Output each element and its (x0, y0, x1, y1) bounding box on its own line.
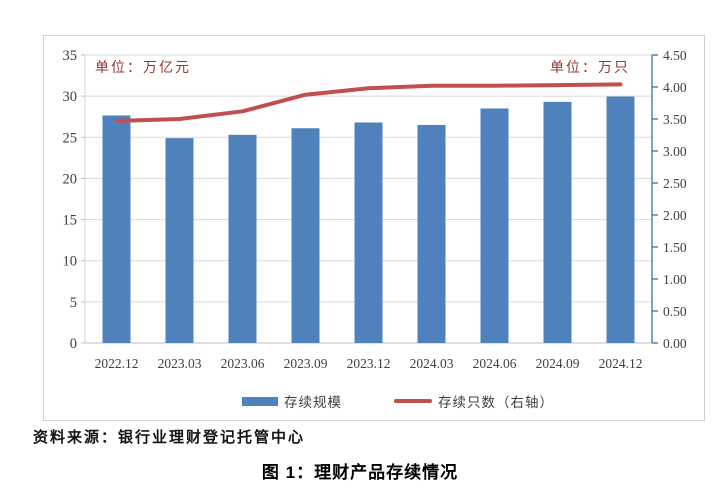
left-axis-tick-label: 20 (63, 171, 78, 187)
left-axis-tick-label: 0 (70, 336, 77, 352)
left-axis-tick-label: 5 (70, 295, 77, 311)
x-axis-label: 2023.03 (158, 356, 202, 371)
bar-2024.12 (606, 96, 635, 343)
bar-2023.12 (354, 122, 383, 343)
chart-area: 0 5 10 15 20 25 30 35 0.00 0.50 1.00 1.50 2.00 2.50 3.… (43, 35, 705, 421)
line-series-swatch-icon (394, 399, 432, 403)
left-axis-tick-label: 10 (63, 254, 78, 270)
right-axis-tick-label: 1.50 (663, 240, 687, 255)
x-axis-label: 2024.12 (599, 356, 643, 371)
x-axis-label: 2022.12 (95, 356, 139, 371)
left-axis-tick-label: 30 (63, 89, 78, 105)
x-axis-label: 2024.03 (410, 356, 454, 371)
right-axis-tick-label: 4.00 (663, 80, 687, 95)
bar-2023.03 (165, 138, 194, 343)
x-axis-label: 2023.06 (221, 356, 265, 371)
x-axis-label: 2024.09 (536, 356, 580, 371)
right-axis-tick-label: 2.50 (663, 176, 687, 191)
figure-caption: 图 1：理财产品存续情况 (261, 463, 459, 482)
x-axis-label: 2023.09 (284, 356, 328, 371)
left-axis-unit-label: 单位：万亿元 (95, 61, 191, 76)
right-axis-tick-label: 4.50 (663, 48, 687, 63)
legend-item-bar-series: 存续规模 (242, 391, 342, 411)
left-axis-tick-label: 35 (63, 48, 78, 64)
right-axis-tick-label: 0.50 (663, 304, 687, 319)
bar-2023.09 (291, 128, 320, 343)
left-axis-tick-label: 15 (63, 213, 78, 229)
source-note: 资料来源：银行业理财登记托管中心 (33, 430, 306, 446)
bar-2024.09 (543, 101, 572, 343)
x-axis-label: 2024.06 (473, 356, 517, 371)
right-axis-unit-label: 单位：万只 (550, 61, 630, 76)
bar-2024.06 (480, 108, 509, 343)
legend-label-bar-series: 存续规模 (284, 395, 342, 410)
bar-2024.03 (417, 124, 446, 343)
bar-series-swatch-icon (242, 396, 278, 406)
chart-legend: 存续规模 存续只数（右轴） (242, 391, 554, 411)
right-axis-tick-label: 2.00 (663, 208, 687, 223)
x-axis-label: 2023.12 (347, 356, 391, 371)
right-axis-tick-label: 1.00 (663, 272, 687, 287)
legend-item-line-series: 存续只数（右轴） (394, 391, 554, 411)
right-axis-tick-label: 0.00 (663, 336, 687, 351)
left-axis-tick-label: 25 (63, 130, 78, 146)
bar-2022.12 (102, 115, 131, 343)
right-axis-tick-label: 3.50 (663, 112, 687, 127)
right-axis-tick-label: 3.00 (663, 144, 687, 159)
bar-2023.06 (228, 134, 257, 343)
chart-plot: 0 5 10 15 20 25 30 35 0.00 0.50 1.00 1.50 2.00 2.50 3.… (63, 48, 687, 371)
line-series-path (114, 82, 623, 123)
legend-label-line-series: 存续只数（右轴） (438, 395, 554, 410)
